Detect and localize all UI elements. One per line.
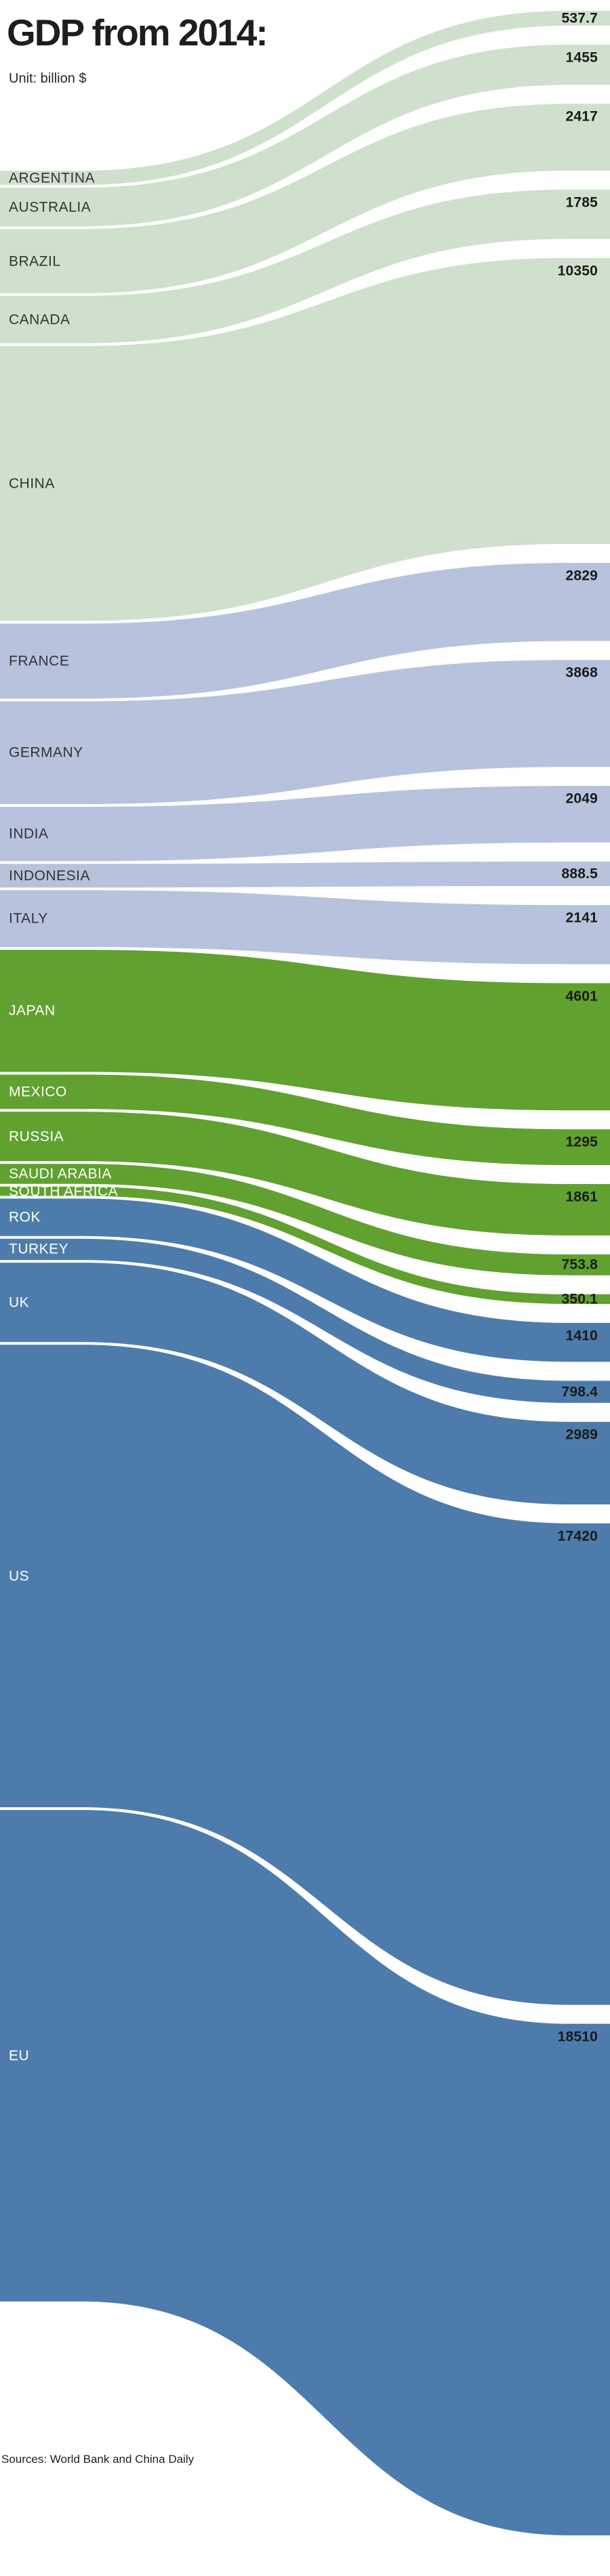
flow-eu [0, 1810, 610, 2535]
value-label-uk: 2989 [565, 1427, 598, 1443]
flow-indonesia [0, 861, 610, 888]
country-label-russia: RUSSIA [9, 1128, 64, 1145]
country-label-australia: AUSTRALIA [9, 199, 92, 215]
flow-australia [0, 44, 610, 227]
flow-saudi-arabia [0, 1164, 610, 1275]
flow-mexico [0, 1074, 610, 1165]
flow-turkey [0, 1238, 610, 1403]
source-note: Sources: World Bank and China Daily [1, 2453, 195, 2466]
flow-germany [0, 660, 610, 805]
country-label-indonesia: INDONESIA [9, 868, 91, 884]
value-label-japan: 4601 [565, 988, 598, 1004]
country-label-rok: ROK [9, 1209, 41, 1225]
flow-france [0, 563, 610, 699]
flow-russia [0, 1112, 610, 1236]
chart-title: GDP from 2014: [7, 12, 268, 54]
country-label-eu: EU [9, 2048, 30, 2064]
value-label-india: 2049 [565, 790, 598, 807]
country-label-mexico: MEXICO [9, 1084, 67, 1100]
country-label-us: US [9, 1568, 30, 1584]
flow-china [0, 257, 610, 621]
value-label-australia: 1455 [565, 49, 598, 66]
value-label-rok: 1410 [565, 1328, 598, 1344]
value-label-turkey: 798.4 [561, 1384, 598, 1400]
flow-rok [0, 1198, 610, 1362]
value-label-us: 17420 [557, 1528, 598, 1544]
flow-japan [0, 950, 610, 1111]
flow-brazil [0, 104, 610, 293]
country-label-brazil: BRAZIL [9, 253, 61, 269]
country-label-saudi-arabia: SAUDI ARABIA [9, 1166, 112, 1182]
value-label-mexico: 1295 [565, 1134, 598, 1150]
value-label-france: 2829 [565, 568, 598, 584]
value-label-indonesia: 888.5 [561, 866, 598, 882]
country-label-argentina: ARGENTINA [9, 170, 96, 186]
country-label-south-africa: SOUTH AFRICA [9, 1183, 119, 1200]
country-label-germany: GERMANY [9, 744, 83, 761]
value-label-china: 10350 [557, 263, 598, 279]
flow-uk [0, 1263, 610, 1504]
value-label-germany: 3868 [565, 664, 598, 681]
value-label-russia: 1861 [565, 1189, 598, 1205]
value-label-saudi-arabia: 753.8 [561, 1257, 598, 1273]
country-label-turkey: TURKEY [9, 1241, 69, 1257]
country-label-china: CHINA [9, 476, 55, 492]
flow-india [0, 786, 610, 862]
value-label-eu: 18510 [557, 2029, 598, 2045]
country-label-uk: UK [9, 1294, 30, 1311]
country-label-canada: CANADA [9, 312, 70, 328]
flow-italy [0, 890, 610, 965]
value-label-canada: 1785 [565, 194, 598, 211]
value-label-argentina: 537.7 [561, 10, 598, 26]
country-label-italy: ITALY [9, 910, 48, 927]
unit-label: Unit: billion $ [9, 71, 87, 86]
value-label-italy: 2141 [565, 910, 598, 926]
country-label-japan: JAPAN [9, 1002, 56, 1019]
value-label-brazil: 2417 [565, 108, 598, 125]
country-label-france: FRANCE [9, 653, 70, 669]
flow-us [0, 1345, 610, 2005]
country-label-india: INDIA [9, 826, 49, 842]
value-label-south-africa: 350.1 [561, 1291, 598, 1307]
flow-canada [0, 189, 610, 343]
